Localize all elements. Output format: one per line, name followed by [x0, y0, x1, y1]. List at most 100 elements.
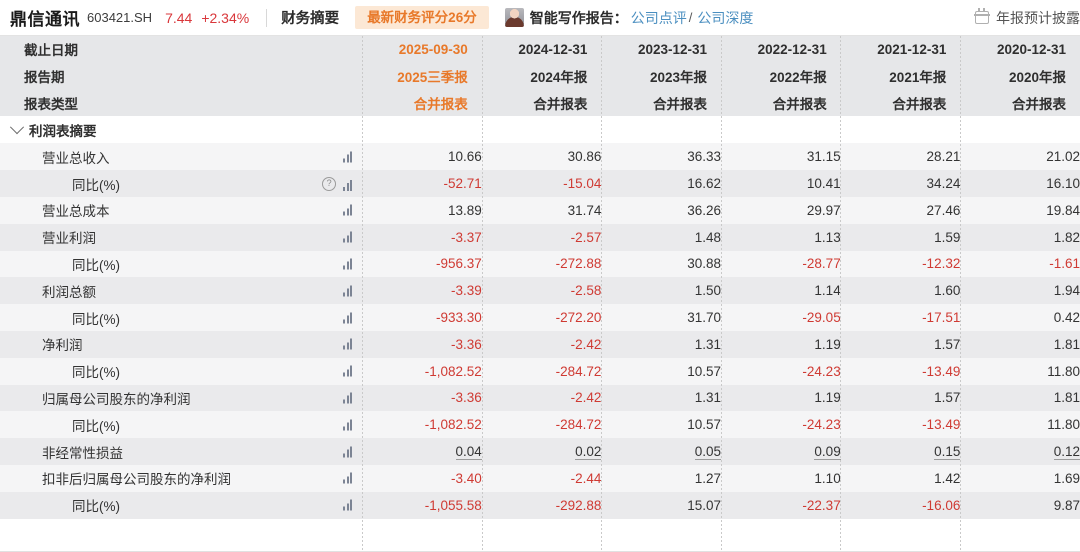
section-spacer: [840, 116, 961, 144]
row-label: 同比(%): [72, 499, 120, 515]
table-cell-value: -3.36: [362, 384, 482, 412]
disclosure-date-label: 年报预计披露: [996, 9, 1080, 26]
table-cell-value: 13.89: [362, 196, 482, 224]
table-cell-value: -272.20: [481, 304, 602, 331]
bar-chart-icon[interactable]: [343, 419, 353, 431]
table-cell-value: 0.12: [960, 438, 1080, 465]
header-value: 合并报表: [481, 89, 602, 117]
table-header-row: 截止日期 2025-09-30 2024-12-31 2023-12-31 20…: [0, 36, 1080, 63]
table-cell-value: 0.15: [840, 438, 961, 465]
bar-chart-icon[interactable]: [343, 338, 353, 350]
header-value: 2025-09-30: [362, 36, 482, 63]
table-cell-value: 29.97: [721, 196, 841, 224]
table-cell-value: 1.48: [601, 223, 722, 251]
row-label-cell: 同比(%)?: [0, 170, 363, 197]
table-cell-value: 1.81: [960, 384, 1080, 412]
table-cell-value: -2.44: [481, 464, 602, 492]
header-value: 2025三季报: [362, 62, 482, 90]
table-cell-value: -16.06: [840, 491, 961, 519]
row-icon-group: [343, 312, 353, 324]
table-cell-value: 0.42: [960, 304, 1080, 331]
row-icon-group: [343, 392, 353, 404]
table-cell-value: -24.23: [721, 357, 841, 385]
link-company-review[interactable]: 公司点评: [630, 9, 687, 26]
row-icon-group: [343, 419, 353, 431]
table-cell-value: -52.71: [362, 170, 482, 197]
table-row: 净利润 -3.36 -2.42 1.31 1.19 1.57 1.81: [0, 330, 1080, 358]
header-value: 合并报表: [960, 89, 1080, 117]
row-icon-group: [343, 204, 353, 216]
section-income-statement-summary[interactable]: 利润表摘要: [0, 116, 363, 144]
table-cell-value: -1,055.58: [362, 491, 482, 519]
bar-chart-icon[interactable]: [343, 179, 353, 191]
bar-chart-icon[interactable]: [343, 285, 353, 297]
row-icon-group: [343, 365, 353, 377]
bar-chart-icon[interactable]: [343, 365, 353, 377]
table-row: 同比(%) -1,082.52 -284.72 10.57 -24.23 -13.49 11…: [0, 357, 1080, 385]
table-cell-value: 1.42: [840, 464, 961, 492]
table-cell-value: -22.37: [721, 491, 841, 519]
row-label: 营业利润: [42, 231, 96, 247]
bar-chart-icon[interactable]: [343, 204, 353, 216]
row-icon-group: ?: [322, 176, 353, 191]
table-cell-value: 1.82: [960, 223, 1080, 251]
row-icon-group: [343, 151, 353, 163]
table-cell-value: 1.19: [721, 384, 841, 412]
table-cell-value: -292.88: [481, 491, 602, 519]
row-label-cell: 净利润: [0, 330, 363, 358]
bar-chart-icon[interactable]: [343, 472, 353, 484]
disclosure-date-group[interactable]: 年报预计披露: [945, 8, 1080, 28]
table-cell-value: 1.57: [840, 330, 961, 358]
header-divider: [266, 8, 268, 27]
section-spacer: [362, 116, 482, 144]
table-row: 同比(%)? -52.71 -15.04 16.62 10.41 34.24 16.10: [0, 170, 1080, 197]
table-cell-value: 1.31: [601, 330, 722, 358]
table-cell-value: 21.02: [960, 143, 1080, 171]
bar-chart-icon[interactable]: [343, 392, 353, 404]
bar-chart-icon[interactable]: [343, 258, 353, 270]
header-value: 2023-12-31: [601, 36, 722, 63]
table-row: 同比(%) -956.37 -272.88 30.88 -28.77 -12.32 -1.6…: [0, 250, 1080, 278]
header-value: 合并报表: [721, 89, 841, 117]
table-cell-value: 11.80: [960, 411, 1080, 439]
section-header-row[interactable]: 利润表摘要: [0, 116, 1080, 144]
help-icon[interactable]: ?: [322, 176, 337, 191]
financial-score-badge[interactable]: 最新财务评分26分: [355, 5, 489, 30]
table-cell-value: -15.04: [481, 170, 602, 197]
row-icon-group: [343, 231, 353, 243]
table-cell-value: -2.42: [481, 384, 602, 412]
table-cell-value: 1.13: [721, 223, 841, 251]
bar-chart-icon[interactable]: [343, 446, 353, 458]
row-icon-group: [343, 472, 353, 484]
table-cell-value: 11.80: [960, 357, 1080, 385]
table-cell-value: 31.74: [481, 196, 602, 224]
table-cell-value: -3.39: [362, 277, 482, 305]
row-label-cell: 归属母公司股东的净利润: [0, 384, 363, 412]
header-value: 2021-12-31: [840, 36, 961, 63]
row-label-cell: 同比(%): [0, 491, 363, 519]
table-row: 同比(%) -933.30 -272.20 31.70 -29.05 -17.51 0.42: [0, 304, 1080, 331]
header-label-cutoff-date: 截止日期: [0, 36, 363, 63]
table-row: 利润总额 -3.39 -2.58 1.50 1.14 1.60 1.94: [0, 277, 1080, 305]
table-cell-value: 1.57: [840, 384, 961, 412]
row-label-cell: 营业利润: [0, 223, 363, 251]
link-company-depth[interactable]: 公司深度: [697, 9, 754, 26]
stock-name: 鼎信通讯: [10, 10, 80, 29]
table-cell-value: -2.57: [481, 223, 602, 251]
tab-financial-summary[interactable]: 财务摘要: [281, 11, 340, 27]
table-cell-value: -28.77: [721, 250, 841, 278]
bar-chart-icon[interactable]: [343, 499, 353, 511]
header-value: 2023年报: [601, 62, 722, 90]
table-cell-value: 31.70: [601, 304, 722, 331]
row-label-cell: 同比(%): [0, 357, 363, 385]
table-cell-value: -1.61: [960, 250, 1080, 278]
bar-chart-icon[interactable]: [343, 151, 353, 163]
table-cell-value: 1.50: [601, 277, 722, 305]
bar-chart-icon[interactable]: [343, 231, 353, 243]
table-row: 非经常性损益 0.04 0.02 0.05 0.09 0.15 0.12: [0, 438, 1080, 465]
table-cell-value: 10.66: [362, 143, 482, 171]
bar-chart-icon[interactable]: [343, 312, 353, 324]
table-cell-value: 16.62: [601, 170, 722, 197]
table-cell-value: 1.14: [721, 277, 841, 305]
stock-change-percent: +2.34%: [201, 9, 250, 26]
